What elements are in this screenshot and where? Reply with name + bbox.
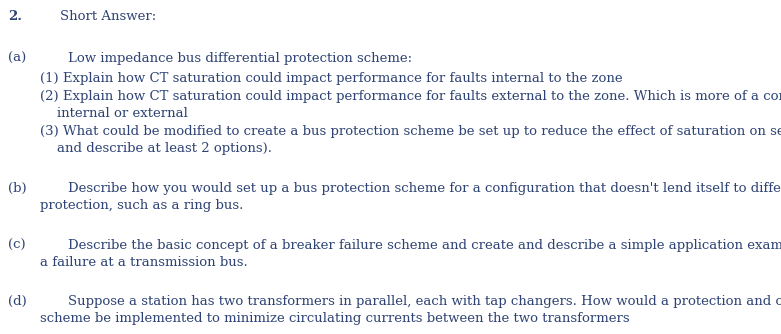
Text: (c): (c) [8,239,26,252]
Text: Suppose a station has two transformers in parallel, each with tap changers. How : Suppose a station has two transformers i… [68,295,781,308]
Text: Low impedance bus differential protection scheme:: Low impedance bus differential protectio… [68,52,412,65]
Text: scheme be implemented to minimize circulating currents between the two transform: scheme be implemented to minimize circul… [40,312,629,325]
Text: a failure at a transmission bus.: a failure at a transmission bus. [40,256,248,269]
Text: (d): (d) [8,295,27,308]
Text: and describe at least 2 options).: and describe at least 2 options). [57,142,272,155]
Text: Describe how you would set up a bus protection scheme for a configuration that d: Describe how you would set up a bus prot… [68,182,781,195]
Text: 2.: 2. [8,10,22,23]
Text: Describe the basic concept of a breaker failure scheme and create and describe a: Describe the basic concept of a breaker … [68,239,781,252]
Text: protection, such as a ring bus.: protection, such as a ring bus. [40,199,244,212]
Text: Short Answer:: Short Answer: [60,10,156,23]
Text: (2) Explain how CT saturation could impact performance for faults external to th: (2) Explain how CT saturation could impa… [40,90,781,103]
Text: (b): (b) [8,182,27,195]
Text: internal or external: internal or external [57,107,188,120]
Text: (3) What could be modified to create a bus protection scheme be set up to reduce: (3) What could be modified to create a b… [40,125,781,138]
Text: (a): (a) [8,52,27,65]
Text: (1) Explain how CT saturation could impact performance for faults internal to th: (1) Explain how CT saturation could impa… [40,72,622,85]
